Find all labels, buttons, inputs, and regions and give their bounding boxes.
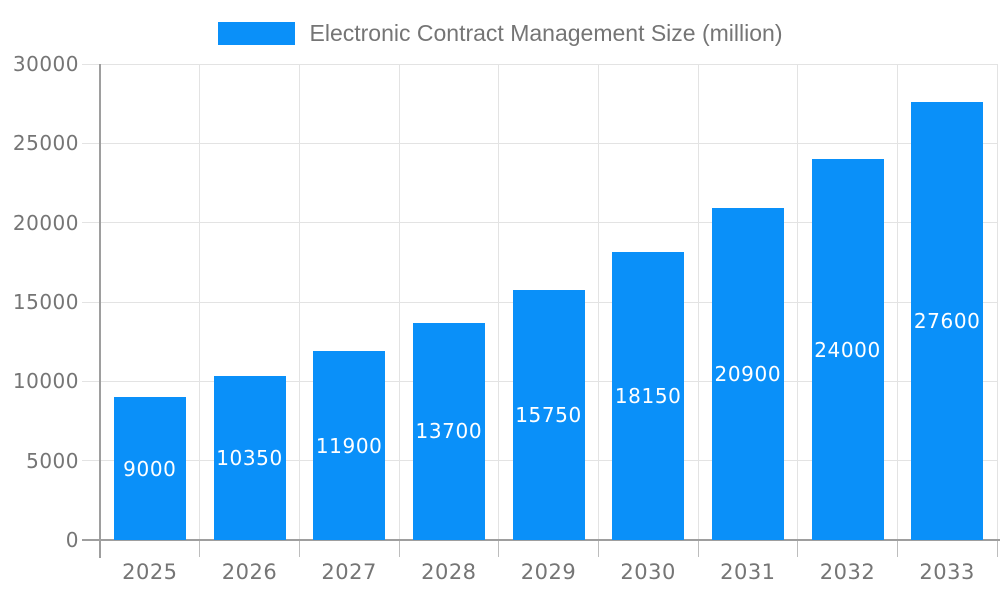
x-gridline [398,64,400,540]
x-axis-tick-label: 2027 [321,560,377,584]
y-gridline [100,222,997,224]
y-tick-mark [82,142,100,144]
x-tick-mark [298,540,300,557]
bar[interactable]: 13700 [412,322,485,540]
bar[interactable]: 11900 [313,351,386,540]
bar-value-label: 18150 [614,384,682,408]
bar[interactable]: 18150 [612,252,685,540]
x-tick-mark [697,540,699,557]
x-gridline [199,64,201,540]
bar-value-label: 15750 [515,403,582,428]
bar[interactable]: 20900 [711,208,784,540]
legend-swatch-icon [217,21,295,45]
x-axis-tick-label: 2026 [221,560,278,584]
bar-value-label: 27600 [913,309,981,334]
x-gridline [996,64,998,540]
x-gridline [298,64,300,540]
x-tick-mark [597,540,599,557]
legend-item[interactable]: Electronic Contract Management Size (mil… [0,21,1000,45]
x-gridline [597,64,599,540]
y-axis-tick-label: 25000 [12,131,79,156]
y-axis-tick-label: 15000 [12,290,79,314]
y-axis-line [99,64,101,558]
bar-value-label: 10350 [216,445,283,470]
x-tick-mark [996,540,998,557]
x-tick-mark [896,540,898,557]
x-axis-line [82,539,1000,541]
x-axis-tick-label: 2031 [720,560,776,584]
x-gridline [498,64,500,540]
y-tick-mark [82,460,100,462]
x-gridline [797,64,799,540]
y-axis-tick-label: 5000 [26,448,79,473]
bar[interactable]: 10350 [213,375,286,540]
y-gridline [100,142,997,144]
y-axis-tick-label: 20000 [12,210,79,235]
x-tick-mark [398,540,400,557]
x-axis-tick-label: 2028 [421,560,477,584]
x-axis-tick-label: 2032 [819,560,876,584]
bar[interactable]: 27600 [911,102,984,540]
x-axis-tick-label: 2029 [520,560,577,584]
y-tick-mark [82,301,100,303]
bar-value-label: 24000 [814,337,881,362]
x-gridline [697,64,699,540]
y-axis-tick-label: 30000 [12,52,79,76]
y-axis-tick-label: 10000 [12,369,79,394]
chart-title: Electronic Contract Management Size (mil… [309,20,783,46]
y-tick-mark [82,380,100,382]
bar[interactable]: 9000 [113,397,186,540]
x-axis-tick-label: 2025 [122,560,178,584]
y-axis-tick-label: 0 [65,528,79,552]
x-tick-mark [498,540,500,557]
bar-value-label: 13700 [415,419,483,444]
bar[interactable]: 24000 [811,159,884,540]
y-gridline [100,63,997,65]
bar-value-label: 11900 [315,433,383,458]
bar-value-label: 9000 [123,456,177,481]
x-tick-mark [199,540,201,557]
bar[interactable]: 15750 [512,290,585,540]
bar-value-label: 20900 [714,362,782,387]
x-axis-tick-label: 2033 [919,560,975,584]
y-tick-mark [82,222,100,224]
x-axis-tick-label: 2030 [620,560,676,584]
x-tick-mark [797,540,799,557]
y-tick-mark [82,63,100,65]
x-gridline [896,64,898,540]
